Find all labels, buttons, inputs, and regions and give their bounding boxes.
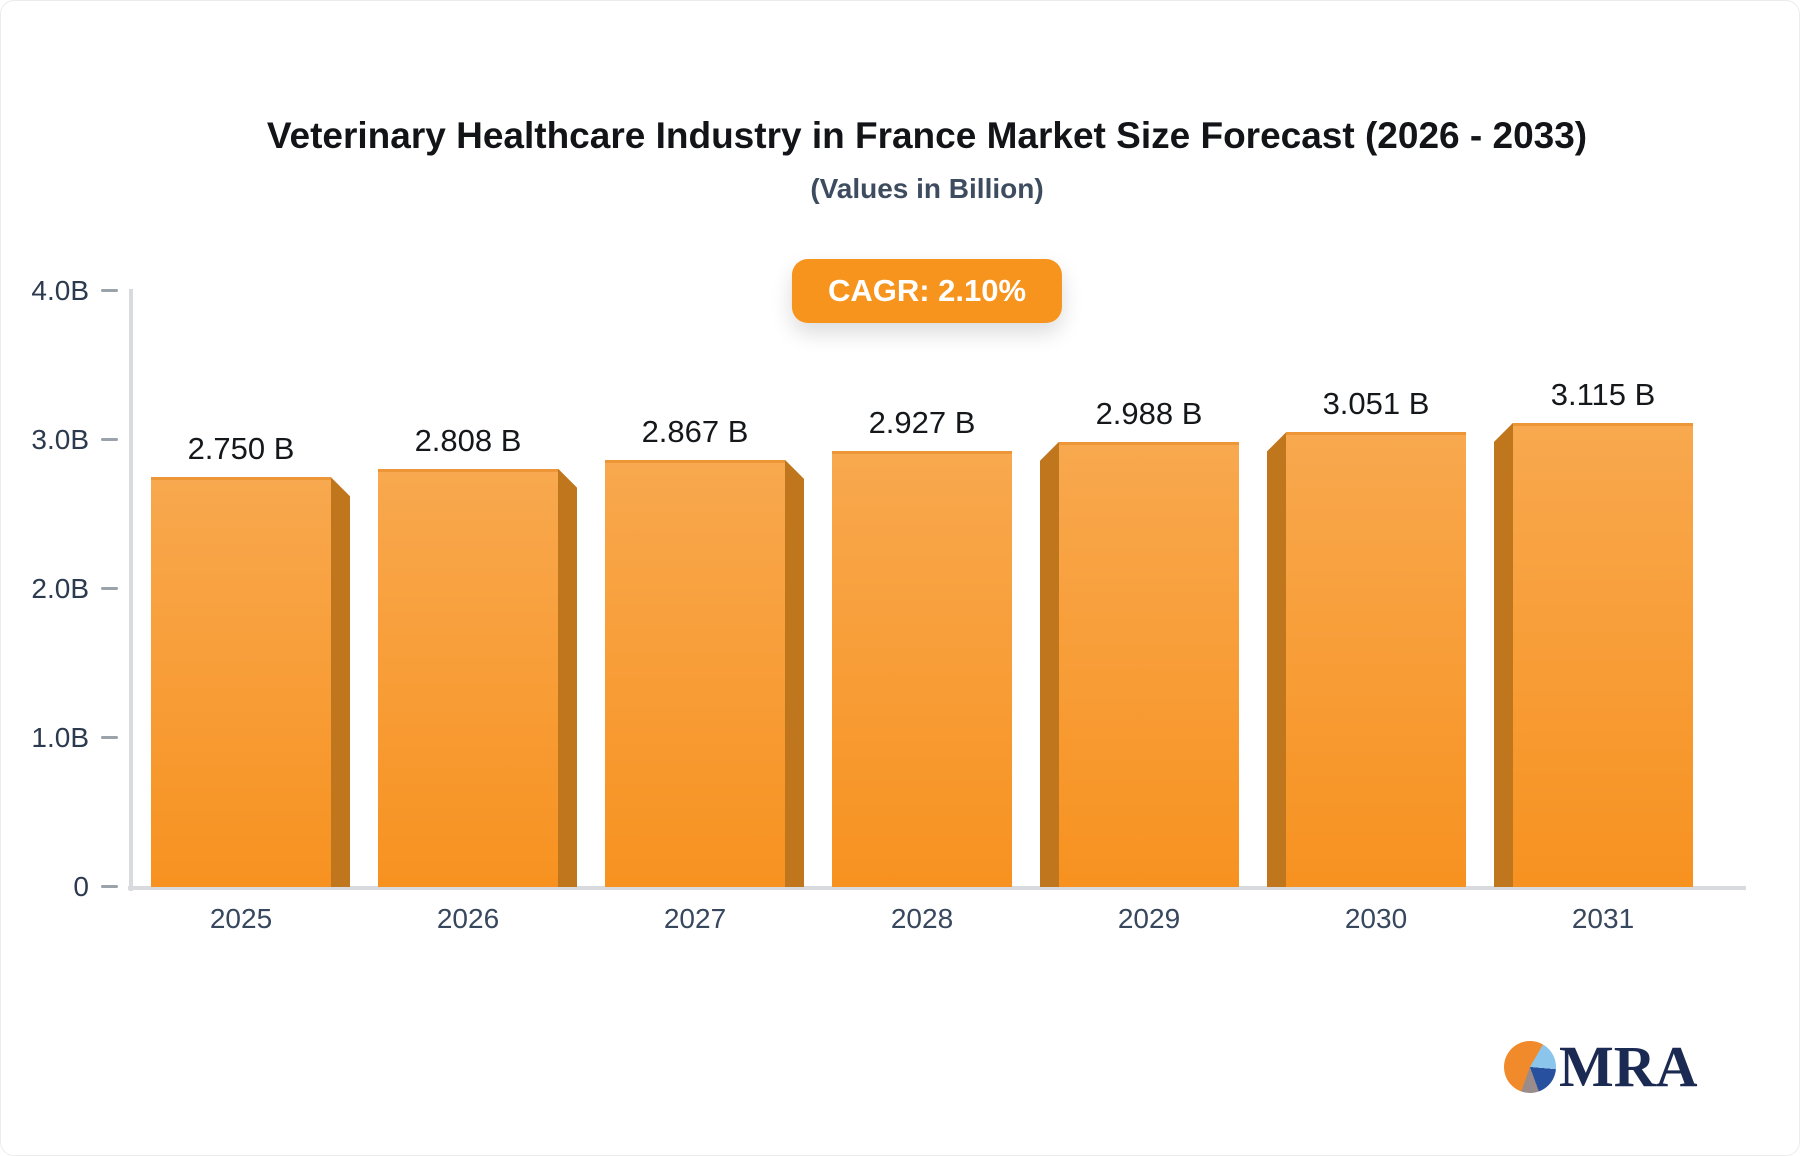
bar-2029 [1059,441,1239,887]
y-tick-2.0B [101,587,118,590]
bar-value-label-2027: 2.867 B [641,413,749,449]
chart-title: Veterinary Healthcare Industry in France… [266,115,1588,156]
y-tick-1.0B [101,736,118,739]
bar-side-face-2031 [1494,422,1513,887]
bar-2027 [605,459,785,887]
y-tick-3.0B [101,438,118,441]
bar-side-face-2025 [331,477,350,887]
y-axis-line [129,289,133,891]
bar-side-face-2030 [1267,432,1286,887]
x-axis-label-2030: 2030 [1344,903,1408,934]
x-axis-line [128,886,1746,890]
bar-value-label-2031: 3.115 B [1550,376,1656,412]
bar-2031 [1513,422,1693,887]
y-tick-4.0B [101,289,118,292]
bar-2028 [832,450,1012,887]
bar-2025 [151,477,331,887]
y-tick-label-2.0B: 2.0B [31,573,89,604]
x-axis-label-2025: 2025 [209,903,273,934]
x-axis-label-2031: 2031 [1571,903,1635,934]
logo-text: MRA [1559,1034,1698,1099]
y-tick-label-1.0B: 1.0B [31,722,89,753]
bar-2026 [378,468,558,887]
y-tick-label-4.0B: 4.0B [31,275,89,306]
x-axis-label-2027: 2027 [663,903,727,934]
chart-subtitle: (Values in Billion) [810,173,1044,204]
bar-value-label-2029: 2.988 B [1095,395,1203,431]
y-tick-0 [101,885,118,888]
mra-logo: MRA [1504,1037,1698,1097]
x-axis-label-2029: 2029 [1117,903,1181,934]
y-tick-label-0: 0 [73,871,89,902]
bar-side-face-2029 [1040,441,1059,887]
bar-value-label-2028: 2.927 B [868,404,976,440]
bar-value-label-2026: 2.808 B [414,422,522,458]
bar-value-label-2025: 2.750 B [187,431,295,467]
bar-2030 [1286,432,1466,887]
bar-side-face-2026 [558,468,577,887]
x-axis-label-2026: 2026 [436,903,500,934]
bar-value-label-2030: 3.051 B [1322,386,1430,422]
cagr-badge: CAGR: 2.10% [791,259,1063,323]
y-tick-label-3.0B: 3.0B [31,424,89,455]
x-axis-label-2028: 2028 [890,903,954,934]
bar-side-face-2027 [785,459,804,887]
pie-chart-logo-icon [1504,1041,1556,1093]
